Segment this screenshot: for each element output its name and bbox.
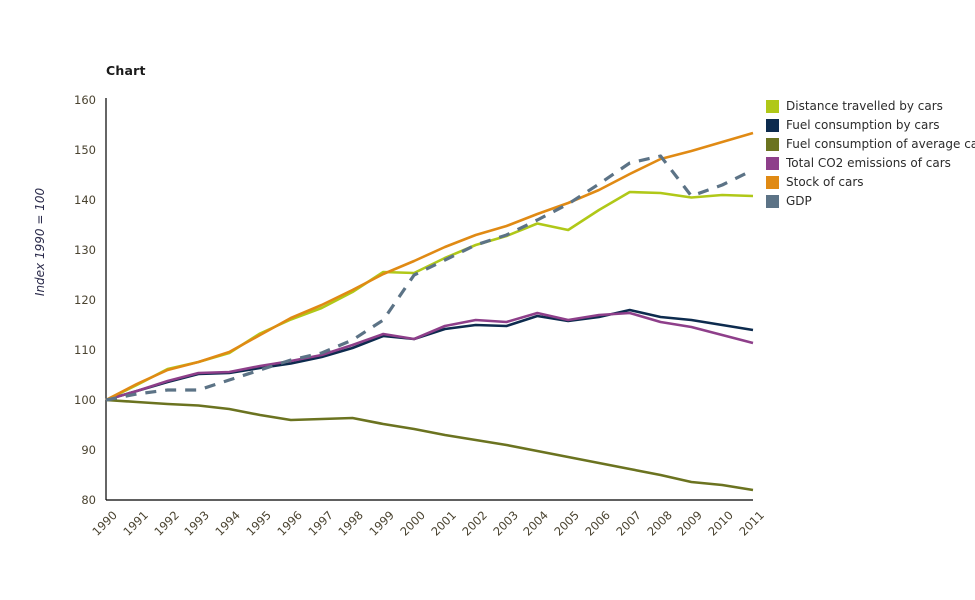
y-tick-130: 130 bbox=[74, 243, 96, 257]
page-title: Chart bbox=[106, 63, 146, 78]
legend-swatch-icon bbox=[766, 119, 779, 132]
legend-label: Total CO2 emissions of cars bbox=[786, 156, 951, 170]
legend-item-distance-travelled-by-cars[interactable]: Distance travelled by cars bbox=[766, 97, 975, 116]
series-line-distance-travelled-by-cars bbox=[105, 190, 754, 402]
y-tick-150: 150 bbox=[74, 143, 96, 157]
axis-lines bbox=[105, 98, 753, 501]
y-tick-90: 90 bbox=[81, 443, 96, 457]
series-line-gdp bbox=[105, 154, 754, 402]
legend-swatch-icon bbox=[766, 100, 779, 113]
y-tick-80: 80 bbox=[81, 493, 96, 507]
y-tick-120: 120 bbox=[74, 293, 96, 307]
legend-swatch-icon bbox=[766, 176, 779, 189]
data-series-group bbox=[105, 131, 754, 492]
series-line-total-co2-emissions-of-cars bbox=[105, 311, 754, 402]
y-tick-160: 160 bbox=[74, 93, 96, 107]
legend-swatch-icon bbox=[766, 138, 779, 151]
y-tick-110: 110 bbox=[74, 343, 96, 357]
legend-swatch-icon bbox=[766, 195, 779, 208]
legend-label: Distance travelled by cars bbox=[786, 99, 943, 113]
legend-swatch-icon bbox=[766, 157, 779, 170]
legend-label: GDP bbox=[786, 194, 812, 208]
legend-item-total-co2-emissions-of-cars[interactable]: Total CO2 emissions of cars bbox=[766, 154, 975, 173]
series-line-fuel-consumption-by-cars bbox=[105, 308, 754, 402]
legend-label: Stock of cars bbox=[786, 175, 864, 189]
legend-item-fuel-consumption-of-average-ca[interactable]: Fuel consumption of average ca bbox=[766, 135, 975, 154]
y-tick-140: 140 bbox=[74, 193, 96, 207]
legend-item-gdp[interactable]: GDP bbox=[766, 192, 975, 211]
chart-legend: Distance travelled by cars Fuel consumpti… bbox=[766, 97, 975, 211]
series-line-stock-of-cars bbox=[105, 131, 754, 402]
y-tick-100: 100 bbox=[74, 393, 96, 407]
legend-item-stock-of-cars[interactable]: Stock of cars bbox=[766, 173, 975, 192]
legend-item-fuel-consumption-by-cars[interactable]: Fuel consumption by cars bbox=[766, 116, 975, 135]
legend-label: Fuel consumption by cars bbox=[786, 118, 940, 132]
series-line-fuel-consumption-of-average-ca bbox=[105, 398, 754, 492]
legend-label: Fuel consumption of average ca bbox=[786, 137, 975, 151]
